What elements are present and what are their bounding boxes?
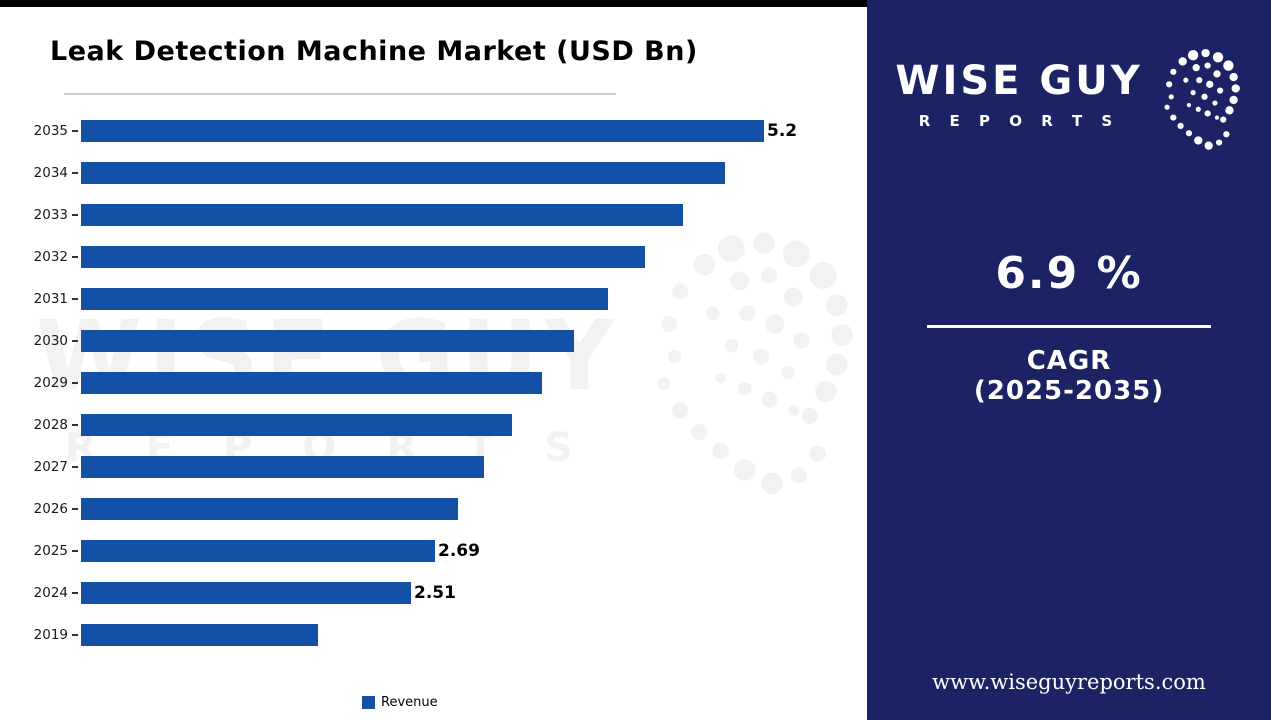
- revenue-bar: [81, 372, 542, 394]
- revenue-bar: [81, 330, 574, 352]
- chart-panel: Leak Detection Machine Market (USD Bn) W…: [0, 0, 867, 710]
- logo-head-icon: [1164, 48, 1240, 150]
- y-axis-tick: [72, 508, 78, 510]
- y-axis-tick: [72, 424, 78, 426]
- y-axis-label: 2028: [33, 417, 68, 433]
- y-axis-label: 2019: [33, 627, 68, 643]
- y-axis-tick: [72, 172, 78, 174]
- website-url: www.wiseguyreports.com: [932, 670, 1206, 694]
- cagr-period: (2025-2035): [973, 376, 1165, 406]
- revenue-bar: [81, 204, 683, 226]
- wise-guy-logo: WISE GUY R E P O R T S: [867, 0, 1271, 160]
- top-border: [0, 0, 867, 7]
- bar-row: 2029: [14, 362, 797, 404]
- y-axis-tick: [72, 592, 78, 594]
- y-axis-tick: [72, 130, 78, 132]
- y-axis-label: 2027: [33, 459, 68, 475]
- bar-chart: 2035 5.2 2034 2033 2032 2031 2030 2029 2028 2027 2…: [14, 110, 797, 656]
- y-axis-label: 2033: [33, 207, 68, 223]
- cagr-label: CAGR: [1026, 346, 1112, 376]
- revenue-bar: [81, 414, 512, 436]
- legend-swatch-revenue: [362, 696, 375, 709]
- y-axis-tick: [72, 340, 78, 342]
- bar-row: 2032: [14, 236, 797, 278]
- revenue-bar: [81, 582, 411, 604]
- bar-row: 2024 2.51: [14, 572, 797, 614]
- y-axis-tick: [72, 382, 78, 384]
- legend: Revenue: [362, 695, 438, 710]
- bar-value-label: 5.2: [767, 121, 798, 141]
- cagr-divider: [927, 325, 1211, 328]
- y-axis-label: 2034: [33, 165, 68, 181]
- y-axis-label: 2029: [33, 375, 68, 391]
- y-axis-tick: [72, 550, 78, 552]
- logo-wordmark: WISE GUY: [895, 58, 1143, 104]
- cagr-value: 6.9 %: [995, 248, 1143, 299]
- y-axis-tick: [72, 466, 78, 468]
- revenue-bar: [81, 498, 458, 520]
- chart-title: Leak Detection Machine Market (USD Bn): [50, 36, 698, 67]
- bar-row: 2030: [14, 320, 797, 362]
- revenue-bar: [81, 120, 764, 142]
- bar-row: 2034: [14, 152, 797, 194]
- y-axis-label: 2030: [33, 333, 68, 349]
- bar-row: 2031: [14, 278, 797, 320]
- y-axis-label: 2031: [33, 291, 68, 307]
- revenue-bar: [81, 288, 608, 310]
- y-axis-label: 2026: [33, 501, 68, 517]
- y-axis-tick: [72, 256, 78, 258]
- bar-row: 2025 2.69: [14, 530, 797, 572]
- revenue-bar: [81, 456, 484, 478]
- revenue-bar: [81, 162, 725, 184]
- revenue-bar: [81, 624, 318, 646]
- bar-value-label: 2.51: [414, 583, 456, 603]
- bar-row: 2026: [14, 488, 797, 530]
- bar-row: 2019: [14, 614, 797, 656]
- legend-label-revenue: Revenue: [381, 695, 438, 710]
- brand-panel: WISE GUY R E P O R T S 6.9 % CAGR (2025-…: [867, 0, 1271, 720]
- revenue-bar: [81, 246, 645, 268]
- logo-subtitle: R E P O R T S: [918, 112, 1120, 130]
- bar-row: 2027: [14, 446, 797, 488]
- cagr-block: 6.9 % CAGR (2025-2035): [867, 248, 1271, 406]
- bar-row: 2028: [14, 404, 797, 446]
- y-axis-label: 2032: [33, 249, 68, 265]
- logo-text: WISE GUY R E P O R T S: [895, 44, 1142, 130]
- y-axis-label: 2024: [33, 585, 68, 601]
- bar-value-label: 2.69: [438, 541, 480, 561]
- title-divider: [64, 93, 616, 95]
- revenue-bar: [81, 540, 435, 562]
- y-axis-label: 2025: [33, 543, 68, 559]
- y-axis-tick: [72, 298, 78, 300]
- y-axis-tick: [72, 634, 78, 636]
- y-axis-tick: [72, 214, 78, 216]
- bar-row: 2035 5.2: [14, 110, 797, 152]
- y-axis-label: 2035: [33, 123, 68, 139]
- bar-row: 2033: [14, 194, 797, 236]
